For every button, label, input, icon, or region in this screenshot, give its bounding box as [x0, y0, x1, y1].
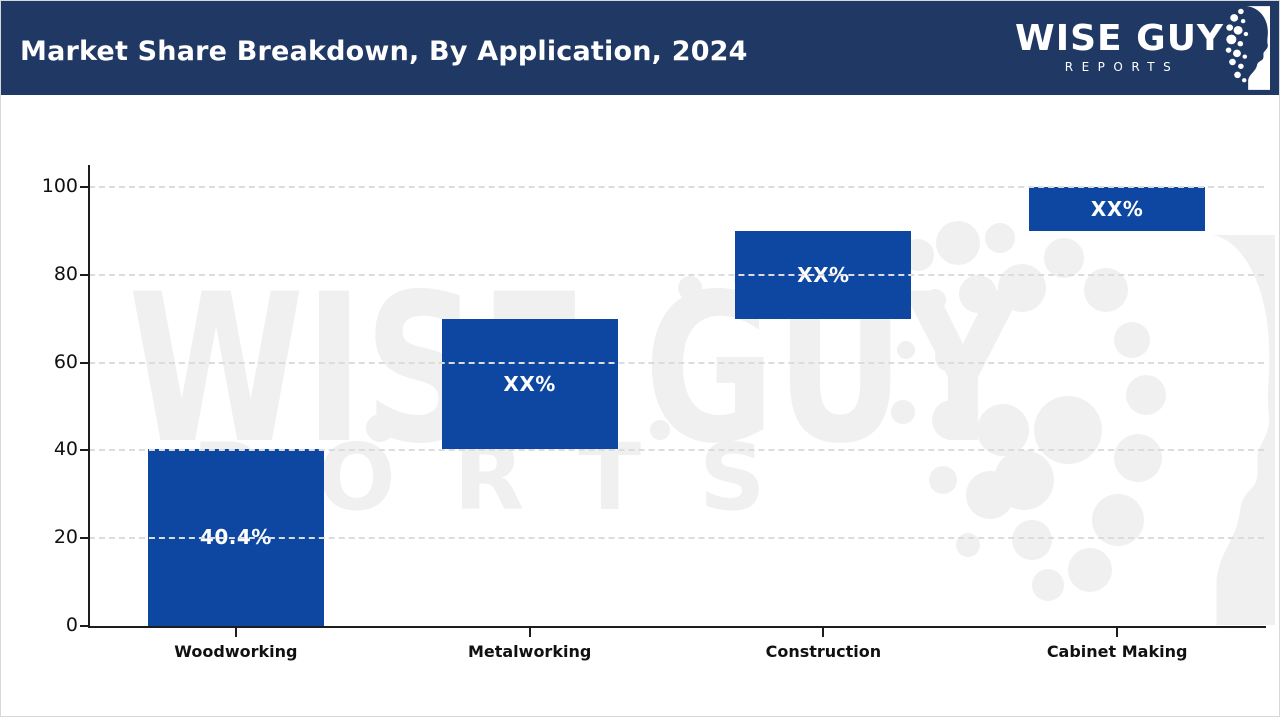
watermark-dot — [935, 342, 965, 372]
watermark-dot — [1126, 375, 1166, 415]
y-tick-label: 80 — [53, 262, 78, 285]
watermark-dot — [897, 341, 915, 359]
watermark-dot — [650, 420, 670, 440]
logo-text: WISE GUY REPORTS — [1014, 18, 1224, 75]
watermark-dot — [1044, 238, 1084, 278]
y-tick-mark — [80, 449, 89, 452]
y-tick-label: 40 — [53, 438, 78, 461]
waterfall-chart: 0 20 40 60 80 100 40.4% Woodworking XX% Metalwork… — [0, 95, 1280, 715]
watermark-dot — [959, 275, 997, 313]
watermark-dot — [1114, 322, 1150, 358]
watermark-dot — [678, 276, 702, 300]
bar-value-label: XX% — [1090, 196, 1144, 221]
x-tick-mark — [234, 628, 237, 637]
wise-guy-logo: WISE GUY REPORTS — [1015, 0, 1270, 95]
gridline — [89, 186, 1264, 188]
watermark-dot — [1034, 396, 1102, 464]
watermark-dot — [1012, 520, 1052, 560]
bar-cabinet-making: XX% — [1029, 187, 1206, 231]
y-tick-mark — [80, 361, 89, 364]
watermark-dot — [994, 450, 1054, 510]
watermark-face-icon — [1212, 235, 1275, 625]
watermark-dot — [924, 289, 946, 311]
watermark-dot — [366, 414, 394, 442]
gridline — [89, 273, 1264, 276]
x-axis-label-cabinet-making: Cabinet Making — [1046, 642, 1188, 661]
gridline — [89, 537, 1264, 540]
watermark-dot — [985, 223, 1015, 253]
y-tick-label: 0 — [65, 614, 78, 636]
bar-metalworking: XX% — [441, 318, 618, 449]
x-tick-mark — [528, 628, 531, 637]
watermark-dot — [956, 533, 980, 557]
logo-subtext: REPORTS — [1064, 60, 1180, 74]
watermark-dot — [929, 466, 957, 494]
y-tick-mark — [80, 273, 89, 276]
x-tick-mark — [1116, 628, 1119, 637]
watermark-dot — [977, 404, 1029, 456]
gridline — [89, 361, 1264, 364]
watermark-dot — [998, 264, 1046, 312]
watermark-dot — [1032, 569, 1064, 601]
gridline — [89, 449, 1264, 452]
x-axis-label-woodworking: Woodworking — [174, 642, 298, 661]
y-tick-label: 20 — [53, 526, 78, 549]
y-tick-mark — [80, 625, 89, 627]
watermark-dot — [936, 221, 980, 265]
bar-value-label: XX% — [503, 371, 556, 396]
y-tick-label: 100 — [41, 175, 78, 197]
x-axis-label-construction: Construction — [765, 642, 882, 661]
watermark-dot — [1068, 548, 1112, 592]
header-bar: Market Share Breakdown, By Application, … — [0, 0, 1280, 95]
logo-wordmark: WISE GUY — [1014, 18, 1224, 59]
watermark-dot — [891, 400, 915, 424]
wise-guy-face-icon — [1225, 5, 1270, 90]
x-tick-mark — [822, 628, 825, 637]
page-title: Market Share Breakdown, By Application, … — [20, 35, 748, 67]
y-tick-mark — [80, 537, 89, 540]
watermark-dot — [1114, 434, 1162, 482]
y-tick-mark — [80, 186, 89, 188]
x-axis-label-metalworking: Metalworking — [467, 642, 592, 661]
x-axis-line — [88, 626, 1266, 628]
watermark-dot — [932, 400, 972, 440]
y-tick-label: 60 — [53, 350, 78, 373]
y-axis-line — [88, 165, 90, 628]
